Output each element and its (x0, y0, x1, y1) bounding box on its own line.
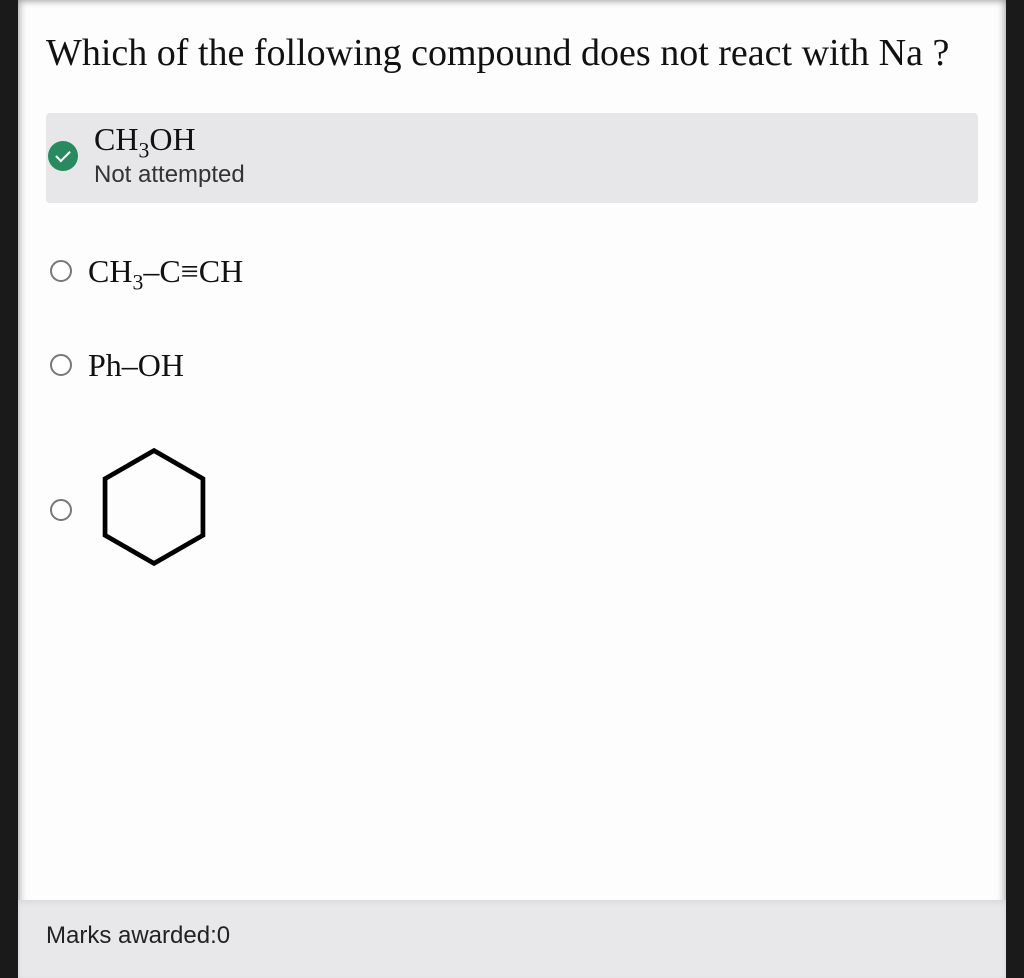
content-area: Which of the following compound does not… (18, 0, 1006, 628)
option-body: CH3OH Not attempted (94, 123, 245, 189)
cyclohexane-icon (90, 443, 218, 571)
option-status: Not attempted (94, 161, 245, 189)
question-text: Which of the following compound does not… (46, 28, 978, 79)
option-phenol[interactable]: Ph–OH (46, 339, 978, 391)
quiz-screen: Which of the following compound does not… (18, 0, 1006, 978)
marks-label: Marks awarded: (46, 922, 217, 949)
option-ch3oh[interactable]: CH3OH Not attempted (46, 113, 978, 203)
radio-unchecked-icon (50, 354, 72, 376)
marks-value: 0 (217, 922, 230, 949)
subscript: 3 (138, 139, 149, 163)
option-structure (88, 443, 218, 576)
radio-unchecked-icon (50, 499, 72, 521)
option-body: CH3–C≡CH (88, 255, 243, 287)
option-formula: CH3–C≡CH (88, 255, 243, 287)
options-list: CH3OH Not attempted CH3–C≡CH Ph–OH (46, 113, 978, 628)
option-cyclohexane[interactable] (46, 433, 978, 586)
option-formula: CH3OH (94, 123, 245, 155)
option-propyne[interactable]: CH3–C≡CH (46, 245, 978, 297)
radio-unchecked-icon (50, 260, 72, 282)
option-body: Ph–OH (88, 349, 184, 381)
subscript: 3 (132, 271, 143, 295)
marks-footer: Marks awarded:0 (18, 900, 1006, 978)
checkmark-icon (55, 147, 71, 163)
option-formula: Ph–OH (88, 349, 184, 381)
device-frame: Which of the following compound does not… (0, 0, 1024, 978)
radio-checked-icon (48, 141, 78, 171)
